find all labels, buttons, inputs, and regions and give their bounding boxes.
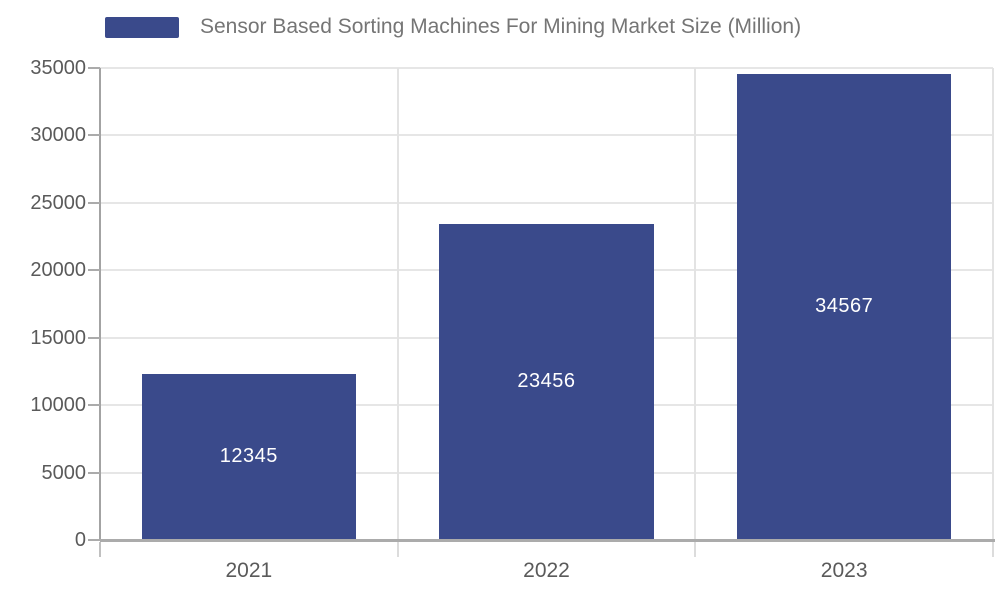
y-axis-tick-mark — [88, 539, 100, 541]
v-gridline — [396, 68, 399, 540]
bar-value-label: 23456 — [517, 369, 576, 392]
x-axis-tick-mark — [99, 542, 101, 557]
x-axis-label: 2023 — [820, 559, 868, 582]
y-axis-tick-label: 10000 — [30, 394, 86, 417]
x-axis-tick-mark — [694, 542, 697, 557]
h-gridline — [100, 134, 993, 137]
x-axis-tick-mark — [992, 542, 994, 557]
y-axis-tick-label: 35000 — [30, 57, 86, 79]
y-axis-tick-mark — [88, 201, 100, 204]
v-gridline — [992, 68, 994, 540]
y-axis-tick-label: 5000 — [41, 461, 87, 484]
x-axis-tick-mark — [396, 542, 399, 557]
v-gridline — [694, 68, 697, 540]
bar-value-label: 34567 — [815, 294, 874, 317]
x-axis-line — [100, 539, 995, 542]
legend[interactable]: Sensor Based Sorting Machines For Mining… — [105, 15, 801, 39]
y-axis-tick-mark — [88, 269, 100, 272]
bar-value-label: 12345 — [219, 444, 278, 467]
x-axis-label: 2021 — [225, 559, 273, 582]
y-axis-tick-mark — [88, 404, 100, 407]
legend-swatch[interactable] — [105, 16, 179, 38]
y-axis-tick-mark — [88, 471, 100, 474]
h-gridline — [100, 67, 993, 69]
bar-2022[interactable]: 23456 — [439, 223, 654, 539]
y-axis-tick-mark — [88, 134, 100, 137]
x-axis-label: 2022 — [523, 559, 570, 582]
y-axis-line — [99, 68, 101, 540]
h-gridline — [100, 201, 993, 204]
y-axis-tick-mark — [88, 67, 100, 69]
bar-2021[interactable]: 12345 — [141, 373, 356, 539]
y-axis-tick-label: 30000 — [30, 124, 86, 147]
y-axis-tick-label: 15000 — [30, 326, 86, 349]
legend-label[interactable]: Sensor Based Sorting Machines For Mining… — [200, 15, 802, 38]
bar-2023[interactable]: 34567 — [737, 73, 952, 539]
y-axis-tick-label: 20000 — [30, 259, 86, 282]
y-axis-tick-mark — [88, 336, 100, 339]
y-axis-tick-label: 0 — [74, 529, 86, 551]
y-axis-tick-label: 25000 — [30, 191, 86, 214]
